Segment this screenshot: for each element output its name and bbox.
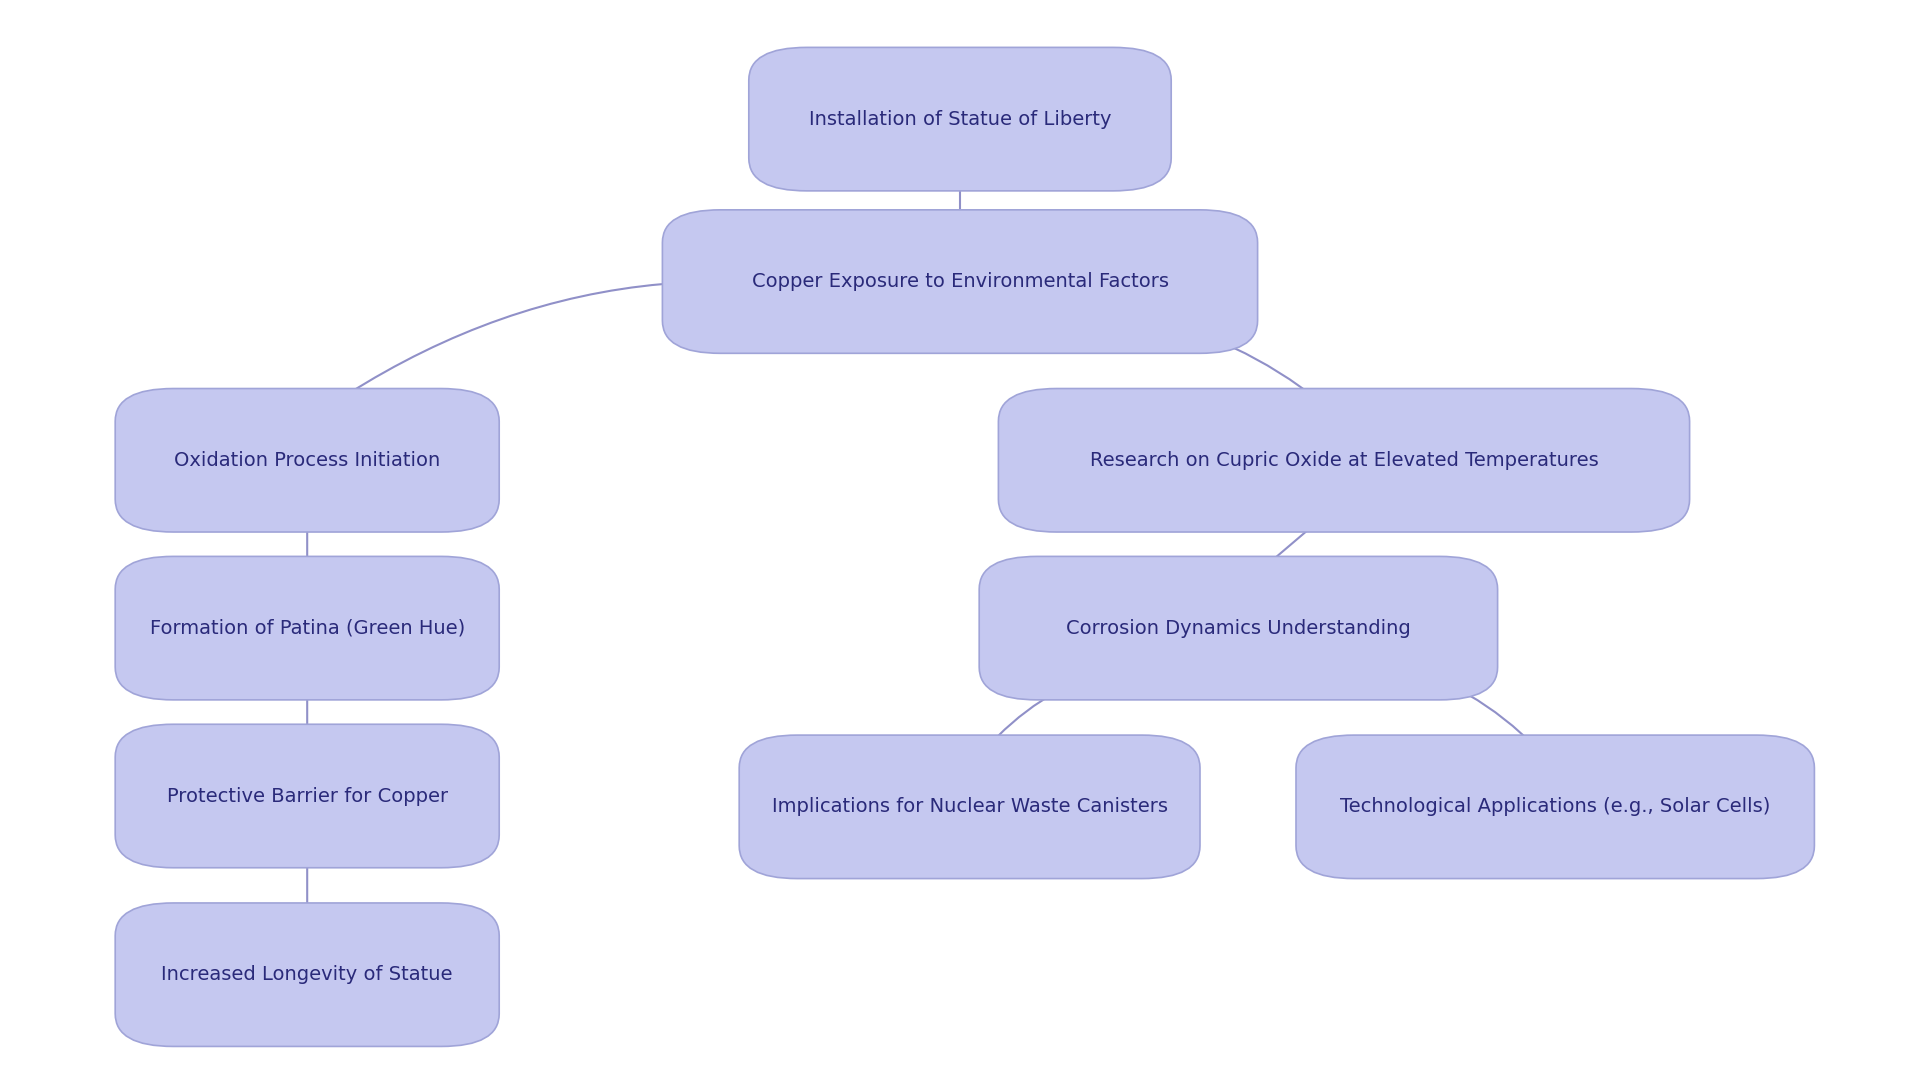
FancyBboxPatch shape [1296,735,1814,878]
Text: Increased Longevity of Statue: Increased Longevity of Statue [161,965,453,984]
FancyBboxPatch shape [115,903,499,1046]
Text: Protective Barrier for Copper: Protective Barrier for Copper [167,786,447,806]
FancyBboxPatch shape [998,389,1690,532]
FancyBboxPatch shape [115,725,499,867]
FancyBboxPatch shape [115,389,499,532]
FancyBboxPatch shape [115,557,499,700]
Text: Research on Cupric Oxide at Elevated Temperatures: Research on Cupric Oxide at Elevated Tem… [1091,451,1597,470]
Text: Technological Applications (e.g., Solar Cells): Technological Applications (e.g., Solar … [1340,797,1770,817]
Text: Implications for Nuclear Waste Canisters: Implications for Nuclear Waste Canisters [772,797,1167,817]
Text: Formation of Patina (Green Hue): Formation of Patina (Green Hue) [150,618,465,638]
FancyBboxPatch shape [662,210,1258,353]
FancyBboxPatch shape [749,48,1171,191]
Text: Corrosion Dynamics Understanding: Corrosion Dynamics Understanding [1066,618,1411,638]
Text: Oxidation Process Initiation: Oxidation Process Initiation [175,451,440,470]
Text: Copper Exposure to Environmental Factors: Copper Exposure to Environmental Factors [751,272,1169,291]
Text: Installation of Statue of Liberty: Installation of Statue of Liberty [808,109,1112,129]
FancyBboxPatch shape [739,735,1200,878]
FancyBboxPatch shape [979,557,1498,700]
